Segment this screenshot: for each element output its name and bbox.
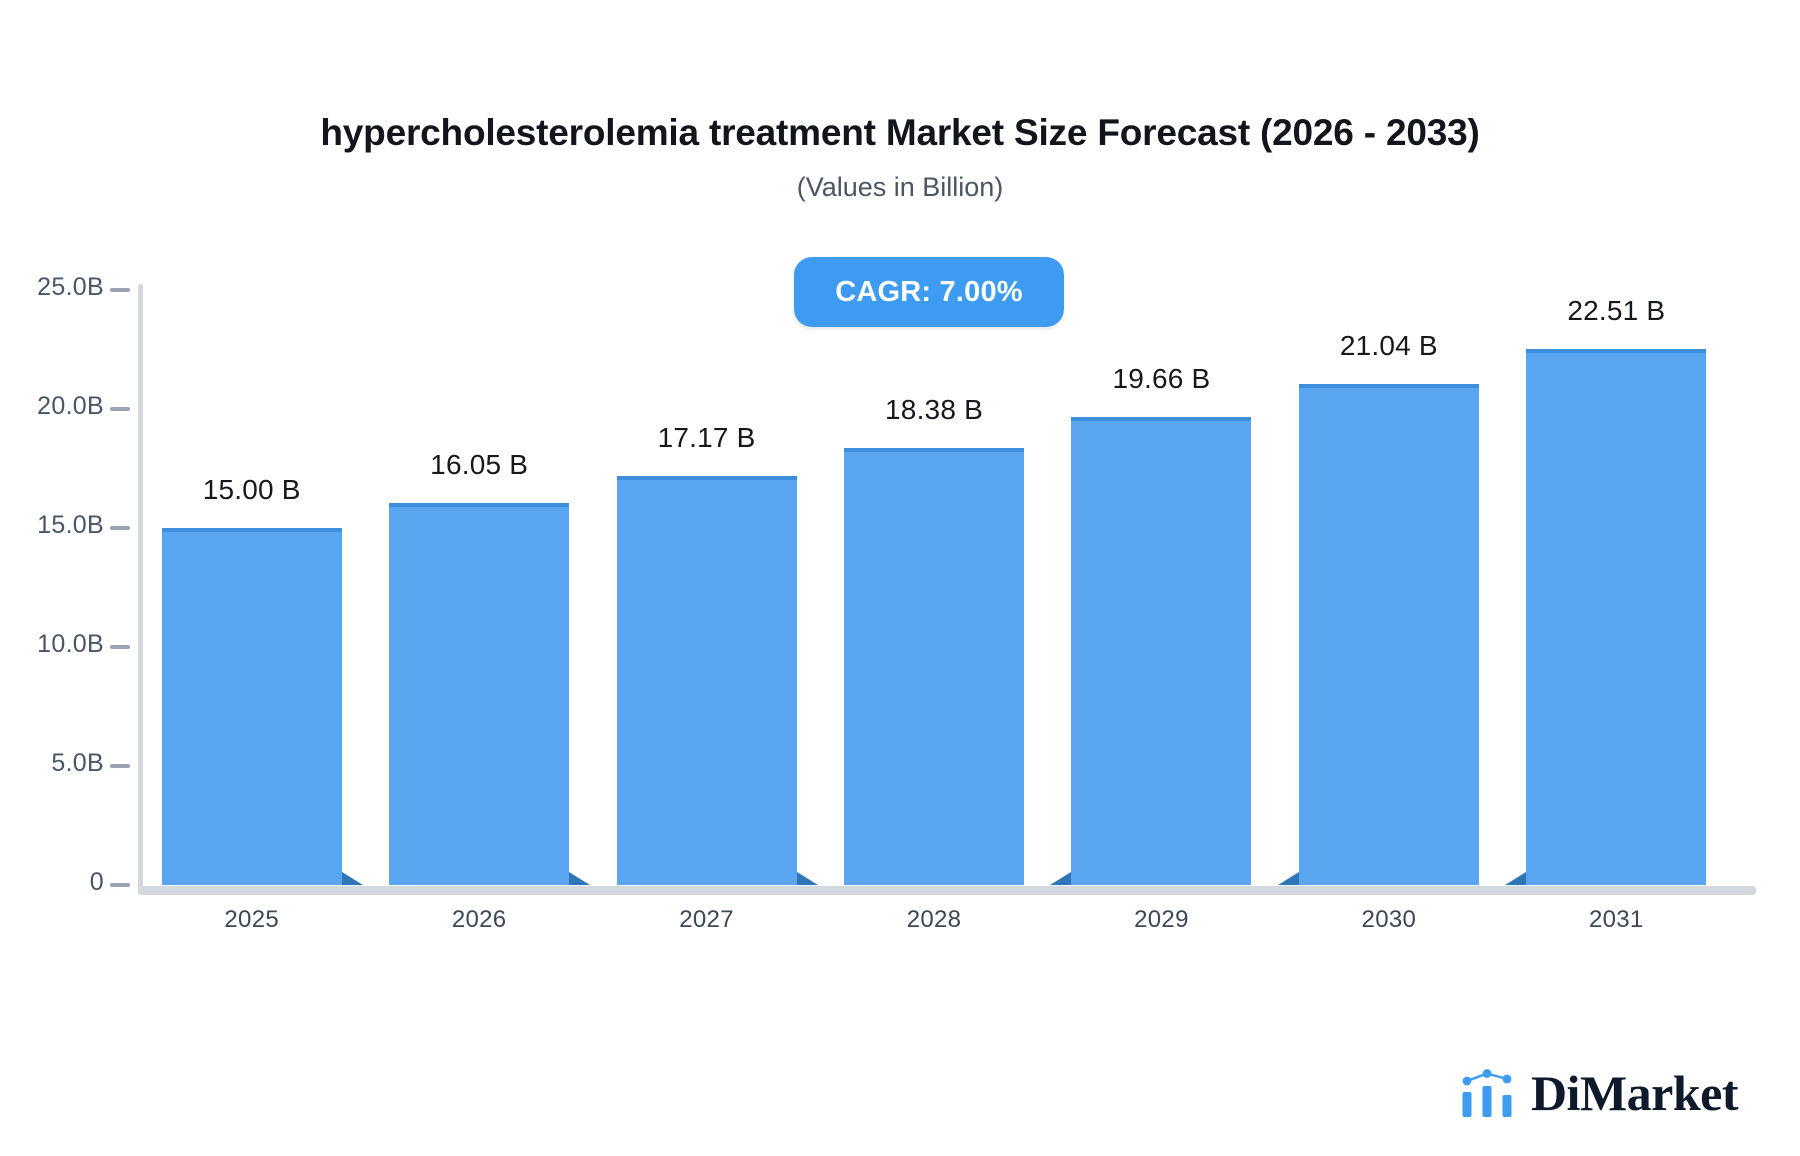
- brand-logo: DiMarket: [1461, 1065, 1739, 1121]
- x-axis-label: 2026: [451, 906, 507, 933]
- cagr-badge-label: CAGR: 7.00%: [835, 275, 1023, 308]
- chart-title: hypercholesterolemia treatment Market Si…: [320, 112, 1480, 153]
- bar-front-face: [616, 476, 797, 885]
- x-axis-label: 2030: [1361, 906, 1417, 933]
- x-axis-label: 2031: [1588, 906, 1644, 933]
- bar: 21.04 B: [1277, 330, 1479, 885]
- y-axis-tick-label: 0: [89, 868, 104, 896]
- plot-area: 0 5.0B 10.0B 15.0B 20.0B 25.0B 15.00 B 16.05 B…: [37, 273, 1756, 896]
- bar-value-label: 15.00 B: [202, 474, 301, 505]
- y-axis-tick-mark: [110, 645, 130, 649]
- bar-chart-icon: [1462, 1069, 1512, 1117]
- x-axis-label: 2025: [224, 906, 279, 933]
- bar-front-face: [1526, 349, 1707, 885]
- bar-front-face: [1071, 417, 1252, 885]
- y-axis-tick-mark: [110, 407, 130, 411]
- y-axis-line: [138, 284, 143, 889]
- chart-subtitle: (Values in Billion): [796, 172, 1004, 202]
- bar: 19.66 B: [1050, 363, 1252, 885]
- bar-value-label: 22.51 B: [1567, 295, 1666, 327]
- y-axis-tick-mark: [110, 526, 130, 530]
- bar-value-label: 21.04 B: [1339, 330, 1438, 362]
- y-axis-tick-mark: [110, 288, 130, 292]
- bar: 15.00 B: [161, 474, 363, 885]
- brand-name: DiMarket: [1530, 1065, 1739, 1121]
- bar-front-face: [389, 503, 570, 885]
- x-axis-line: [138, 886, 1756, 895]
- y-axis-tick-label: 10.0B: [37, 630, 104, 658]
- bar: 17.17 B: [616, 422, 818, 885]
- x-axis-label: 2028: [906, 906, 962, 933]
- cagr-badge: CAGR: 7.00%: [794, 257, 1064, 327]
- y-axis-tick-label: 15.0B: [37, 511, 104, 539]
- bar: 18.38 B: [844, 394, 1024, 885]
- bar-value-label: 18.38 B: [885, 393, 983, 425]
- bar: 16.05 B: [389, 449, 591, 885]
- bar: 22.51 B: [1505, 295, 1707, 885]
- bar-value-label: 17.17 B: [657, 422, 756, 454]
- y-axis-tick-mark: [110, 764, 130, 768]
- bar-value-label: 19.66 B: [1112, 363, 1211, 395]
- y-axis-tick-label: 25.0B: [37, 273, 104, 301]
- bar-value-label: 16.05 B: [430, 449, 529, 481]
- bar-front-face: [844, 447, 1024, 885]
- x-axis-label: 2027: [679, 906, 734, 933]
- y-axis-tick-label: 20.0B: [37, 392, 104, 420]
- x-axis-label: 2029: [1134, 906, 1189, 933]
- y-axis-tick-mark: [110, 883, 130, 887]
- y-axis-tick-label: 5.0B: [51, 749, 104, 777]
- bar-front-face: [161, 528, 342, 885]
- bar-front-face: [1298, 384, 1479, 885]
